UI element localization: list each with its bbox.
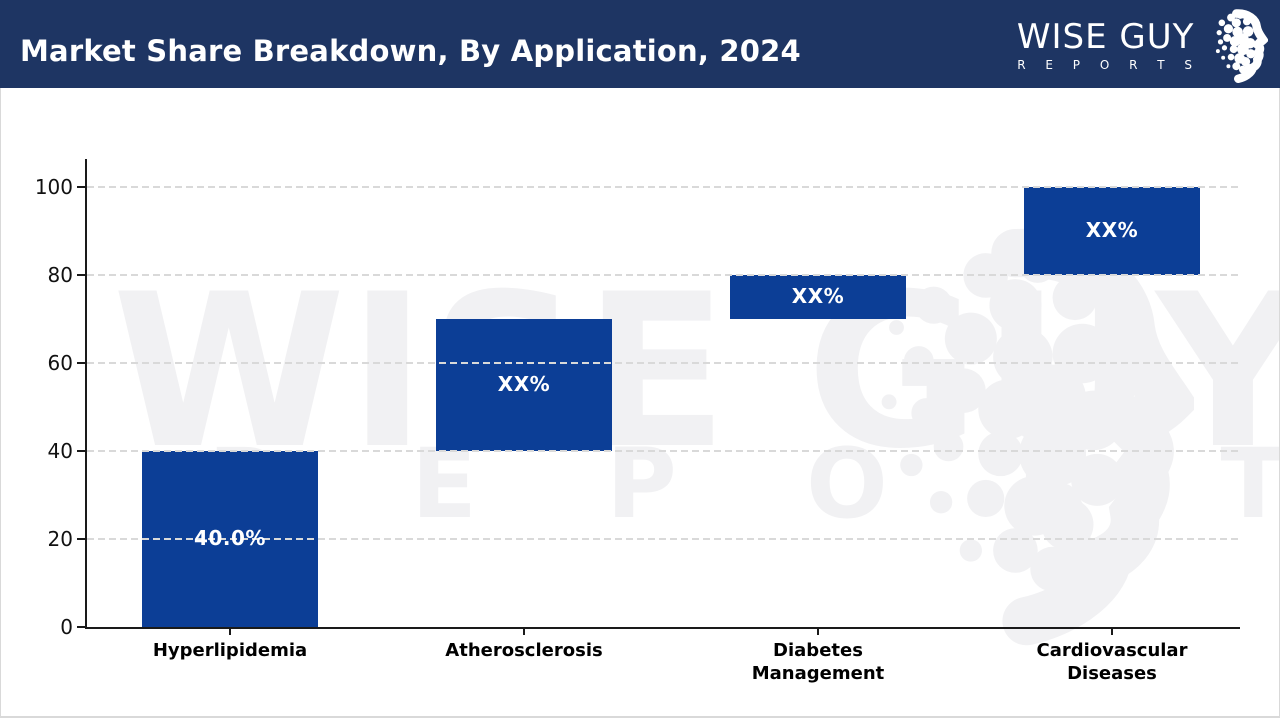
bar-value-label: 40.0% bbox=[194, 526, 266, 550]
wiseguy-wordmark: WISE GUY bbox=[1016, 17, 1195, 58]
category-label: Hyperlipidemia bbox=[152, 640, 308, 661]
bar-value-label: XX% bbox=[791, 284, 845, 308]
reports-wordmark: R E P O R T S bbox=[1017, 57, 1200, 72]
header-bar: Market Share Breakdown, By Application, … bbox=[0, 0, 1280, 88]
watermark: WISE GUY R E P O R T S bbox=[0, 88, 1280, 718]
watermark-face-icon bbox=[881, 228, 1194, 646]
page-title: Market Share Breakdown, By Application, … bbox=[20, 34, 801, 68]
bar-diabetes-management bbox=[730, 275, 906, 319]
gridline bbox=[87, 362, 1240, 364]
category-label: Cardiovascular Diseases bbox=[1036, 640, 1188, 684]
face-logo-icon bbox=[1215, 8, 1268, 83]
gridline bbox=[87, 186, 1240, 188]
x-tick-mark bbox=[1111, 629, 1113, 635]
category-label: Diabetes Management bbox=[751, 640, 885, 684]
y-tick-mark bbox=[77, 362, 85, 364]
bar-value-label: XX% bbox=[497, 372, 551, 396]
y-tick-label: 80 bbox=[47, 263, 73, 287]
gridline bbox=[87, 450, 1240, 452]
y-tick-label: 60 bbox=[47, 351, 73, 375]
page-bottom-edge bbox=[0, 716, 1280, 718]
y-tick-mark bbox=[77, 450, 85, 452]
gridline bbox=[87, 274, 1240, 276]
page-left-edge bbox=[0, 88, 1, 718]
y-tick-label: 40 bbox=[47, 439, 73, 463]
y-tick-mark bbox=[77, 626, 85, 628]
y-axis bbox=[85, 159, 87, 629]
y-tick-mark bbox=[77, 186, 85, 188]
bar-cardiovascular-diseases bbox=[1024, 187, 1200, 275]
gridline bbox=[87, 538, 1240, 540]
y-tick-label: 0 bbox=[60, 615, 73, 639]
brand-wordmark: WISE GUY R E P O R T S bbox=[1011, 17, 1200, 72]
category-label: Atherosclerosis bbox=[445, 640, 603, 661]
y-tick-label: 100 bbox=[34, 175, 73, 199]
bar-atherosclerosis bbox=[436, 319, 612, 451]
brand-logo: WISE GUY R E P O R T S bbox=[1011, 7, 1268, 86]
y-tick-mark bbox=[77, 538, 85, 540]
bar-value-label: XX% bbox=[1085, 218, 1139, 242]
x-tick-mark bbox=[817, 629, 819, 635]
y-tick-mark bbox=[77, 274, 85, 276]
y-tick-label: 20 bbox=[47, 527, 73, 551]
x-axis bbox=[85, 627, 1240, 629]
x-tick-mark bbox=[523, 629, 525, 635]
x-tick-mark bbox=[229, 629, 231, 635]
